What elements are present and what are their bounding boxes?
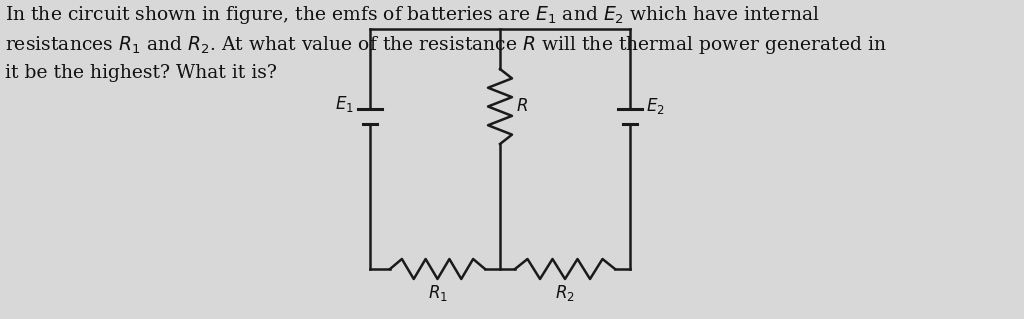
Text: $E_2$: $E_2$: [646, 97, 665, 116]
Text: $R_2$: $R_2$: [555, 283, 574, 303]
Text: $E_1$: $E_1$: [335, 94, 354, 115]
Text: $R_1$: $R_1$: [428, 283, 447, 303]
Text: it be the highest? What it is?: it be the highest? What it is?: [5, 64, 276, 82]
Text: $R$: $R$: [516, 98, 528, 115]
Text: In the circuit shown in figure, the emfs of batteries are $E_1$ and $E_2$ which : In the circuit shown in figure, the emfs…: [5, 4, 819, 26]
Text: resistances $R_1$ and $R_2$. At what value of the resistance $R$ will the therma: resistances $R_1$ and $R_2$. At what val…: [5, 34, 887, 56]
